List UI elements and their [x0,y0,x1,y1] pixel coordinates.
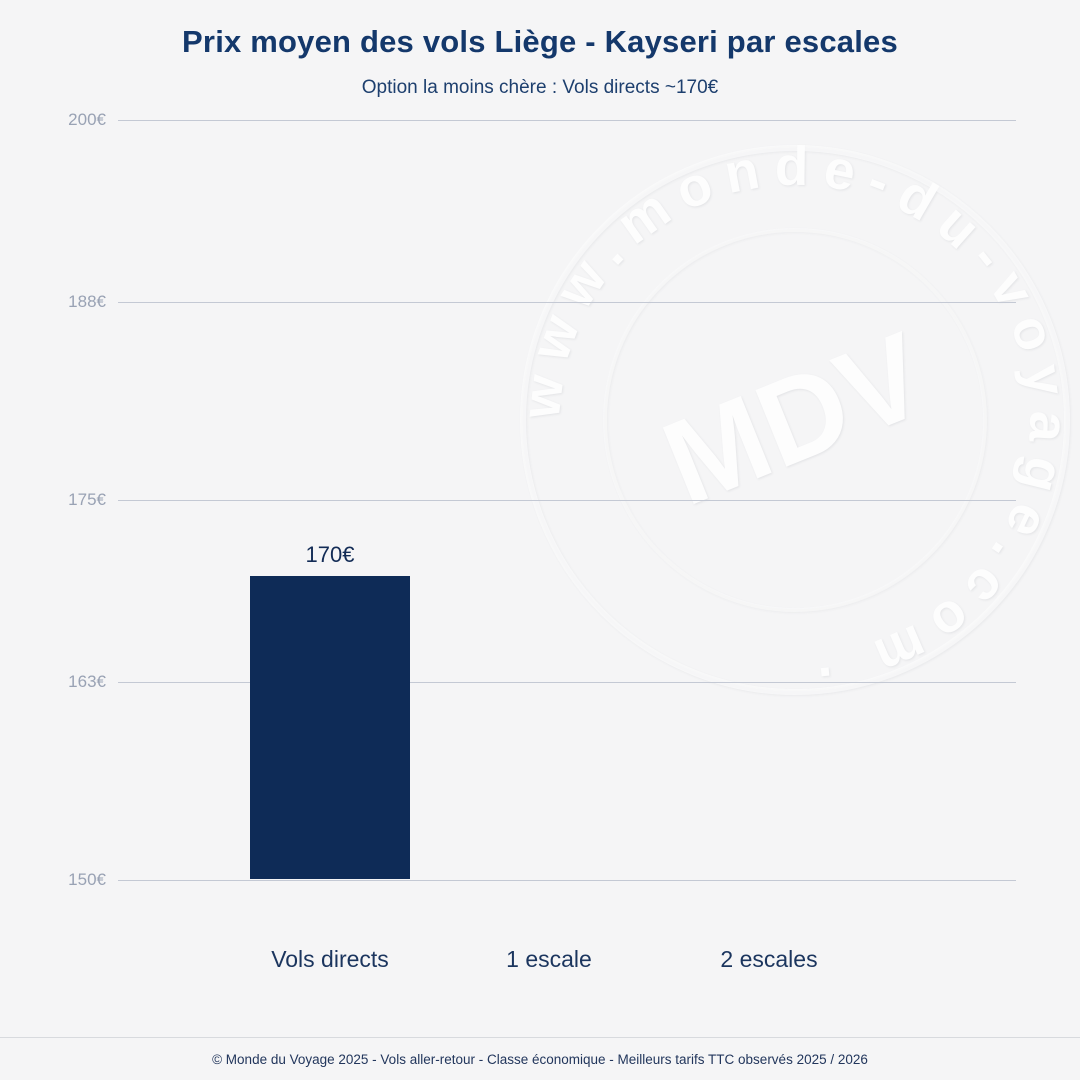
bar-value-label: 170€ [305,542,355,567]
chart-title: Prix moyen des vols Liège - Kayseri par … [182,24,898,59]
x-category-label: 2 escales [720,946,818,972]
y-tick-label: 163€ [68,672,106,692]
bar-vols-directs [250,576,410,879]
chart-subtitle: Option la moins chère : Vols directs ~17… [361,77,719,98]
y-tick-label: 188€ [68,292,106,312]
gridline: 175€ [68,490,1016,509]
y-tick-label: 150€ [68,870,106,889]
y-tick-label: 200€ [68,110,106,129]
y-tick-label: 175€ [68,490,106,509]
gridline: 200€ [68,110,1016,129]
gridline: 150€ [68,870,1016,889]
footer-text: © Monde du Voyage 2025 - Vols aller-reto… [212,1051,868,1067]
footer: © Monde du Voyage 2025 - Vols aller-reto… [0,1037,1080,1080]
gridline: 163€ [68,672,1016,691]
x-category-label: Vols directs [271,946,389,972]
x-category-label: 1 escale [506,946,592,972]
gridline: 188€ [68,292,1016,311]
